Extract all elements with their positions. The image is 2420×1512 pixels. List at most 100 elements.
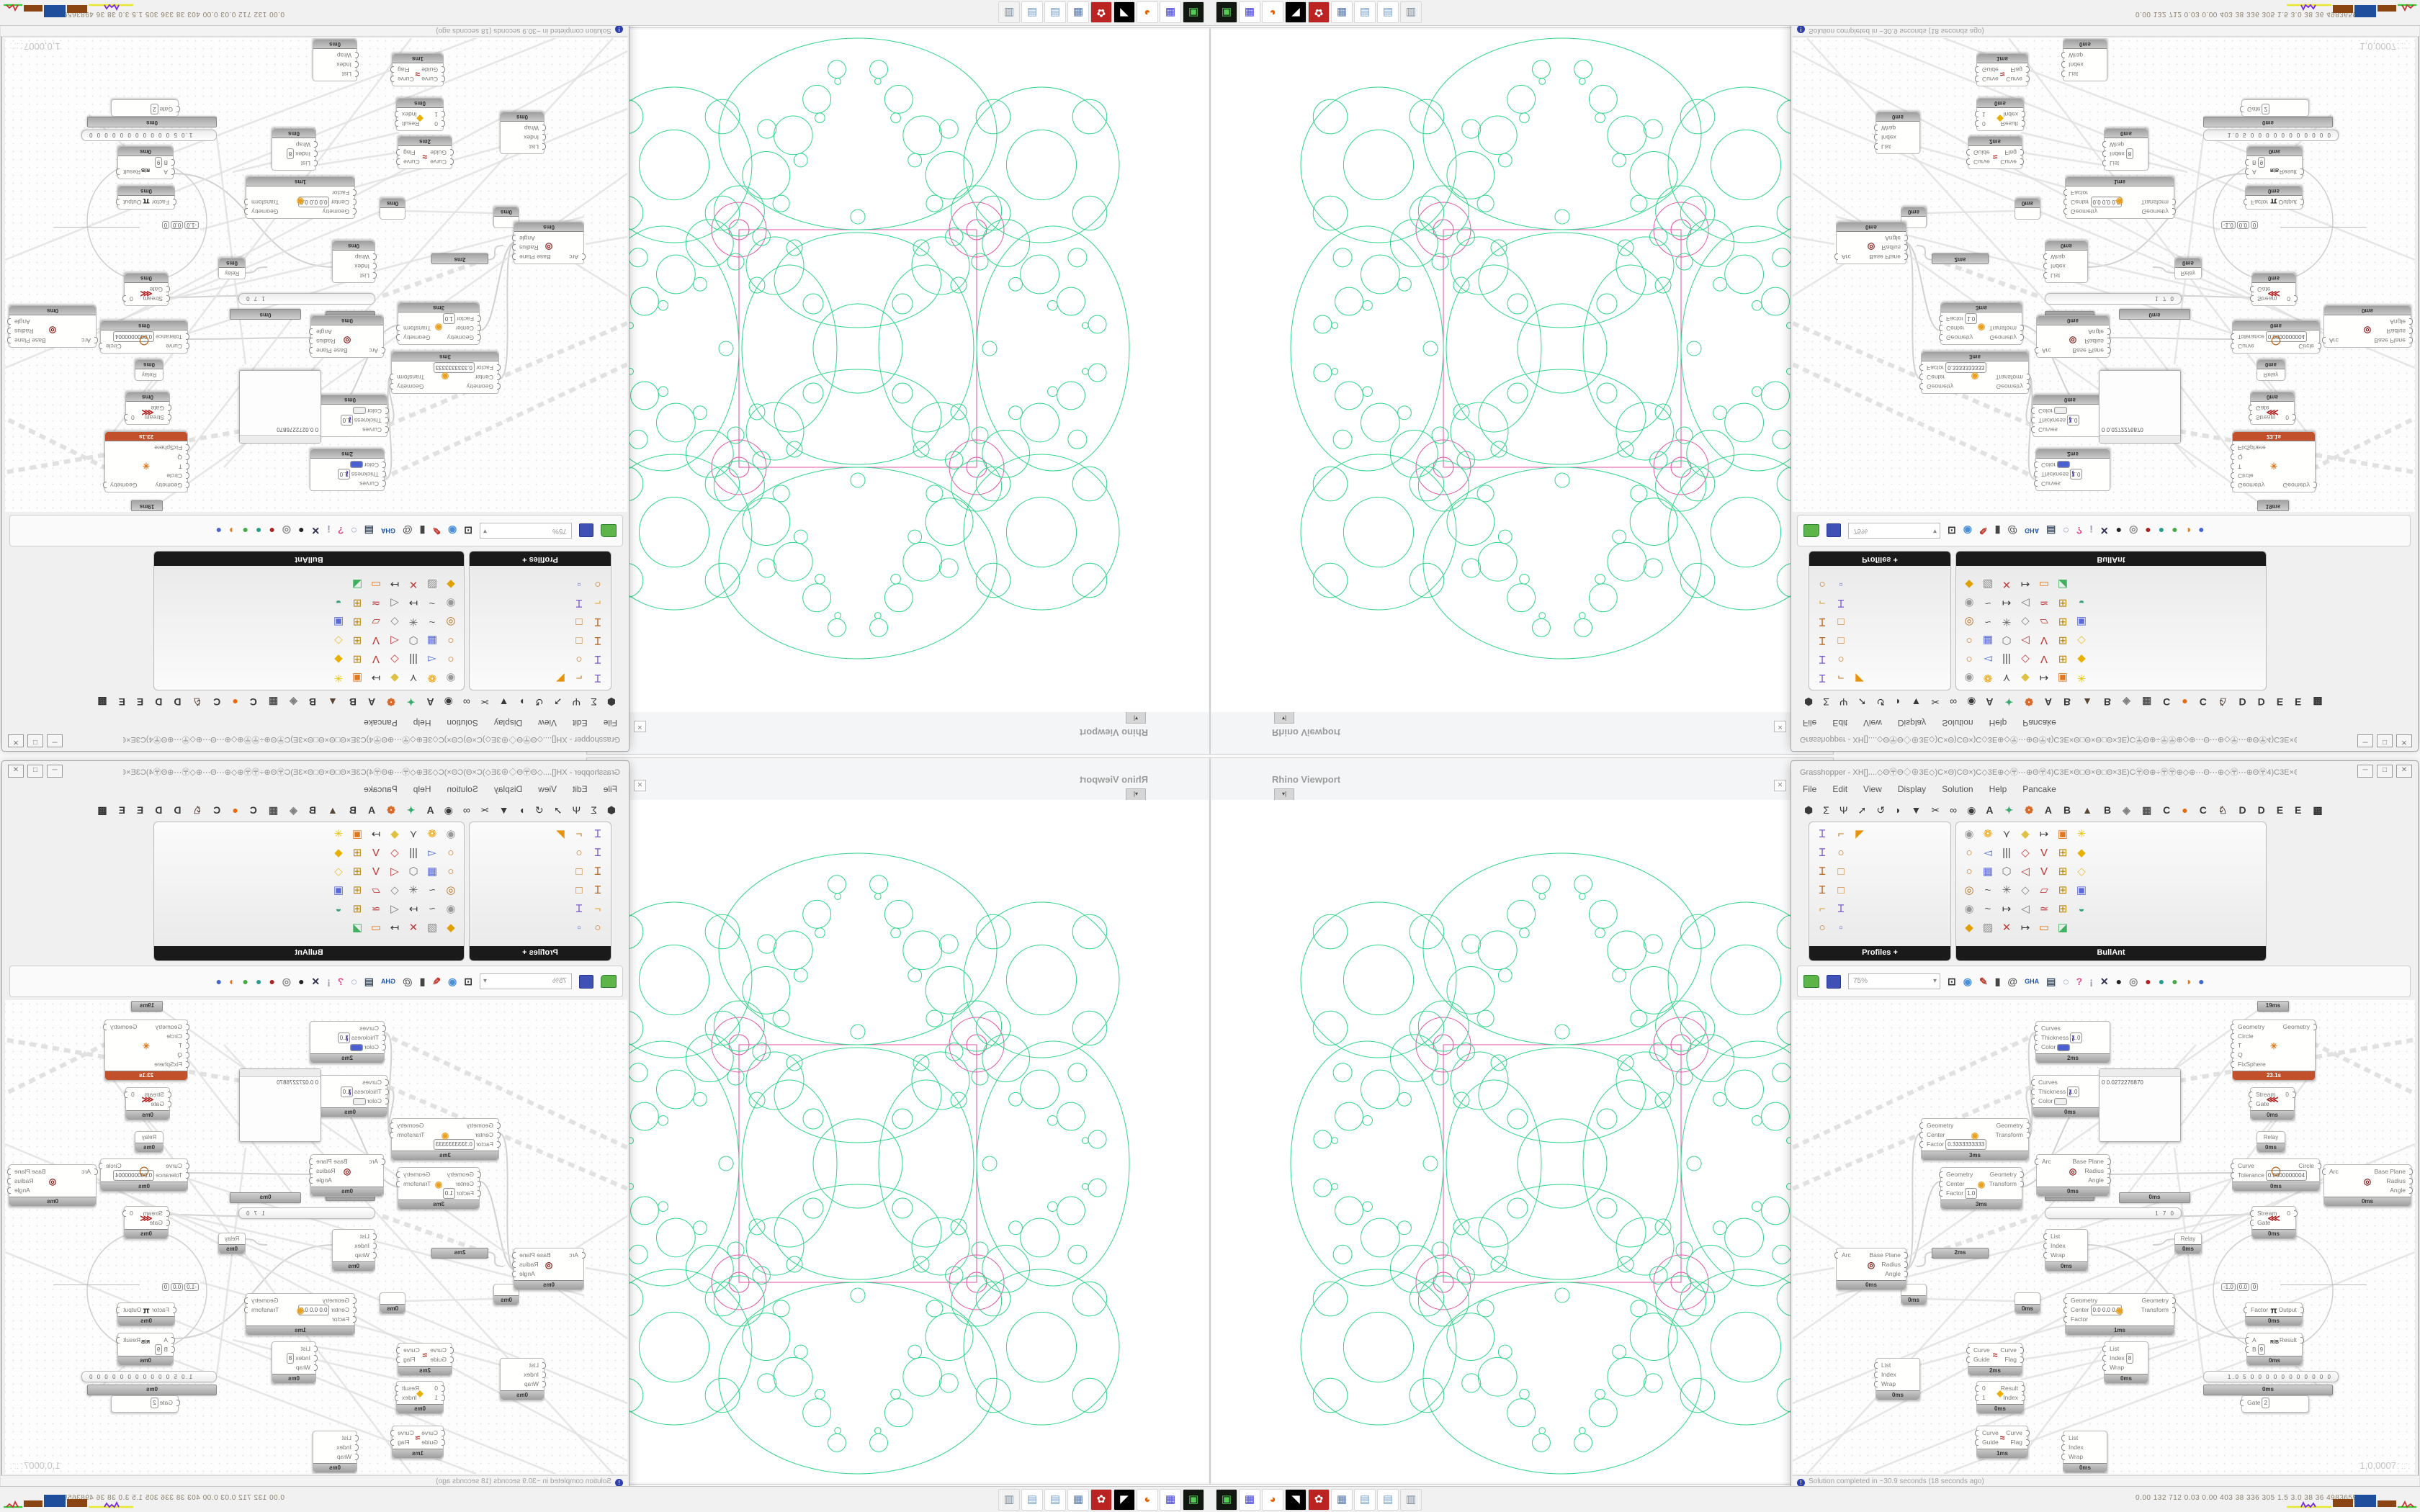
value-box[interactable]: 0 bbox=[2250, 221, 2259, 229]
menu-view[interactable]: View bbox=[1863, 718, 1882, 728]
number-slider[interactable]: 1 7 0 bbox=[2045, 293, 2182, 305]
output-jack[interactable] bbox=[7, 1169, 11, 1175]
value-box[interactable]: 2 bbox=[151, 104, 158, 114]
input-jack[interactable] bbox=[2244, 199, 2247, 205]
input-jack[interactable] bbox=[1966, 149, 1970, 156]
value-box[interactable]: 8 bbox=[286, 148, 295, 159]
output-jack[interactable] bbox=[396, 1347, 400, 1354]
tab-A[interactable]: A bbox=[1986, 696, 1994, 708]
palette-icon[interactable]: ✳ bbox=[333, 672, 344, 684]
palette-icon[interactable]: ◒ bbox=[335, 903, 342, 915]
input-jack[interactable] bbox=[2035, 347, 2038, 354]
component-node[interactable]: List Index 8 Wrap 0ms bbox=[272, 128, 318, 171]
palette-icon[interactable]: ▨ bbox=[426, 578, 438, 590]
palette-icon[interactable]: □ bbox=[575, 884, 583, 896]
menu-help[interactable]: Help bbox=[1989, 718, 2007, 728]
component-node[interactable]: 0 1 Result Index ◆ 0ms bbox=[1975, 1381, 2025, 1414]
tab-A[interactable]: A bbox=[367, 696, 376, 708]
tab-D[interactable]: D bbox=[2238, 696, 2246, 708]
value-box[interactable]: -1.0 bbox=[184, 221, 199, 229]
palette-icon[interactable]: ⊞ bbox=[352, 616, 362, 628]
toolbar-glyph-icon[interactable]: Ψ bbox=[572, 696, 581, 708]
toolbar-glyph-icon[interactable]: Σ bbox=[1823, 804, 1829, 816]
tab-icon[interactable]: ✦ bbox=[2004, 804, 2014, 816]
lens-red-icon[interactable]: ● bbox=[269, 525, 275, 536]
input-jack[interactable] bbox=[2061, 1435, 2065, 1441]
palette-icon[interactable] bbox=[551, 881, 570, 900]
palette-label[interactable]: Profiles + bbox=[1809, 552, 1950, 566]
tab-icon[interactable]: ❁ bbox=[387, 804, 395, 816]
menu-file[interactable]: File bbox=[1803, 784, 1817, 794]
input-jack[interactable] bbox=[2061, 1444, 2065, 1451]
palette-icon[interactable]: □ bbox=[575, 865, 583, 878]
value-box[interactable]: 0.3333333333 bbox=[433, 1139, 475, 1150]
component-node[interactable]: Geometry Center Factor 1.0 Geometry Transform… bbox=[1939, 1167, 2024, 1210]
capture-app-icon[interactable]: ▣ bbox=[1216, 1489, 1237, 1511]
palette-icon[interactable]: ✳ bbox=[2076, 672, 2087, 684]
palette-icon[interactable]: ▣ bbox=[351, 828, 363, 840]
output-jack[interactable] bbox=[396, 158, 400, 165]
grasshopper-canvas[interactable]: 1,0,0007 ⸬⸬ 0ms0ms2ms19msCurvesThickness… bbox=[5, 38, 627, 512]
weave-icon[interactable]: ✕ bbox=[2099, 975, 2109, 987]
value-box[interactable]: 0 bbox=[161, 221, 170, 229]
input-jack[interactable] bbox=[1874, 1362, 1878, 1369]
palette-icon[interactable]: ◪ bbox=[351, 922, 363, 934]
value-box[interactable]: 2 bbox=[2262, 104, 2269, 114]
palette-icon[interactable]: ~ bbox=[429, 884, 436, 896]
component-node[interactable]: A B 9 Result R/B 0ms bbox=[2245, 1333, 2304, 1366]
close-button[interactable]: ✕ bbox=[2396, 765, 2412, 778]
palette-icon[interactable]: ○ bbox=[1966, 653, 1973, 665]
input-jack[interactable] bbox=[1919, 364, 1923, 371]
tab-E[interactable]: E bbox=[2276, 804, 2284, 816]
output-jack[interactable] bbox=[2300, 1307, 2304, 1313]
output-jack[interactable] bbox=[2107, 1177, 2111, 1184]
input-jack[interactable] bbox=[2245, 159, 2249, 166]
component-node[interactable]: A B 9 Result R/B 0ms bbox=[116, 146, 175, 179]
tab-icon[interactable]: ▦ bbox=[2141, 696, 2152, 708]
tab-icon[interactable]: ▦ bbox=[2141, 804, 2152, 816]
red-gear-app-icon[interactable]: ✿ bbox=[1090, 1489, 1112, 1511]
palette-icon[interactable] bbox=[551, 612, 570, 631]
viewport-dropdown-button[interactable]: ▾| bbox=[1126, 788, 1146, 801]
input-jack[interactable] bbox=[2245, 168, 2249, 175]
rhino-app-icon[interactable]: ◥ bbox=[1113, 1489, 1135, 1511]
value-box[interactable]: 9 bbox=[2257, 1344, 2266, 1355]
output-jack[interactable] bbox=[512, 235, 516, 241]
toolbar-glyph-icon[interactable]: Σ bbox=[1823, 696, 1829, 708]
palette-icon[interactable]: ⬡ bbox=[2002, 865, 2012, 878]
ball-blue-icon[interactable]: ● bbox=[215, 976, 222, 987]
grasshopper-canvas[interactable]: 1,0,0007 ⸬⸬ 0ms0ms2ms19msCurvesThickness… bbox=[1793, 1000, 2415, 1474]
value-box[interactable]: 0.0 bbox=[2236, 1283, 2249, 1291]
palette-icon[interactable]: ○ bbox=[1819, 922, 1826, 934]
output-jack[interactable] bbox=[2020, 1181, 2024, 1187]
palette-icon[interactable]: ~ bbox=[1984, 616, 1991, 628]
input-jack[interactable] bbox=[2231, 482, 2234, 488]
component-node[interactable]: Stream Gate 0 ⋘ 0ms bbox=[122, 273, 170, 306]
output-jack[interactable] bbox=[390, 66, 394, 73]
value-box[interactable]: 0.3333333333 bbox=[433, 362, 475, 373]
palette-icon[interactable]: ◇ bbox=[2021, 884, 2030, 896]
number-slider[interactable]: 1 7 0 bbox=[2045, 1207, 2182, 1219]
input-jack[interactable] bbox=[1975, 76, 1978, 82]
output-jack[interactable] bbox=[116, 168, 120, 175]
input-jack[interactable] bbox=[2061, 1454, 2065, 1460]
menu-edit[interactable]: Edit bbox=[572, 718, 588, 728]
component-node[interactable]: Arc Base Plane Radius Angle ◎ 0ms bbox=[309, 315, 385, 358]
palette-icon[interactable]: ⊞ bbox=[2058, 616, 2068, 628]
palette-icon[interactable]: ⊞ bbox=[352, 903, 362, 915]
input-jack[interactable] bbox=[1919, 374, 1923, 380]
palette-icon[interactable] bbox=[1850, 593, 1869, 612]
value-box[interactable]: 9 bbox=[154, 1344, 163, 1355]
input-jack[interactable] bbox=[2245, 1337, 2249, 1344]
palette-label[interactable]: BullAnt bbox=[154, 946, 464, 960]
palette-icon[interactable]: ◆ bbox=[2021, 828, 2030, 840]
palette-icon[interactable]: ||| bbox=[409, 847, 418, 859]
ball-blue-icon[interactable]: ● bbox=[215, 525, 222, 536]
tab-icon[interactable]: ♘ bbox=[2218, 804, 2228, 816]
number-slider[interactable]: 1.0 5 0 0 0 0 0 0 0 0 0 0 0 bbox=[2203, 1371, 2339, 1382]
output-jack[interactable] bbox=[7, 318, 11, 325]
ball-teal-icon[interactable]: ● bbox=[2158, 976, 2165, 987]
capture-app-icon[interactable]: ▣ bbox=[1183, 1489, 1204, 1511]
input-jack[interactable] bbox=[2231, 472, 2234, 479]
output-jack[interactable] bbox=[2318, 1163, 2321, 1169]
